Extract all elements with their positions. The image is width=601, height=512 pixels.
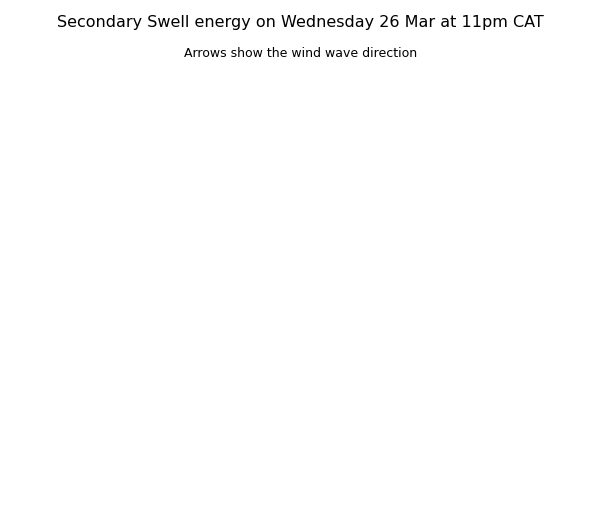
Text: Arrows show the wind wave direction: Arrows show the wind wave direction [184, 48, 417, 60]
Text: cartopy required: cartopy required [243, 284, 358, 297]
Text: Secondary Swell energy on Wednesday 26 Mar at 11pm CAT: Secondary Swell energy on Wednesday 26 M… [57, 15, 544, 30]
